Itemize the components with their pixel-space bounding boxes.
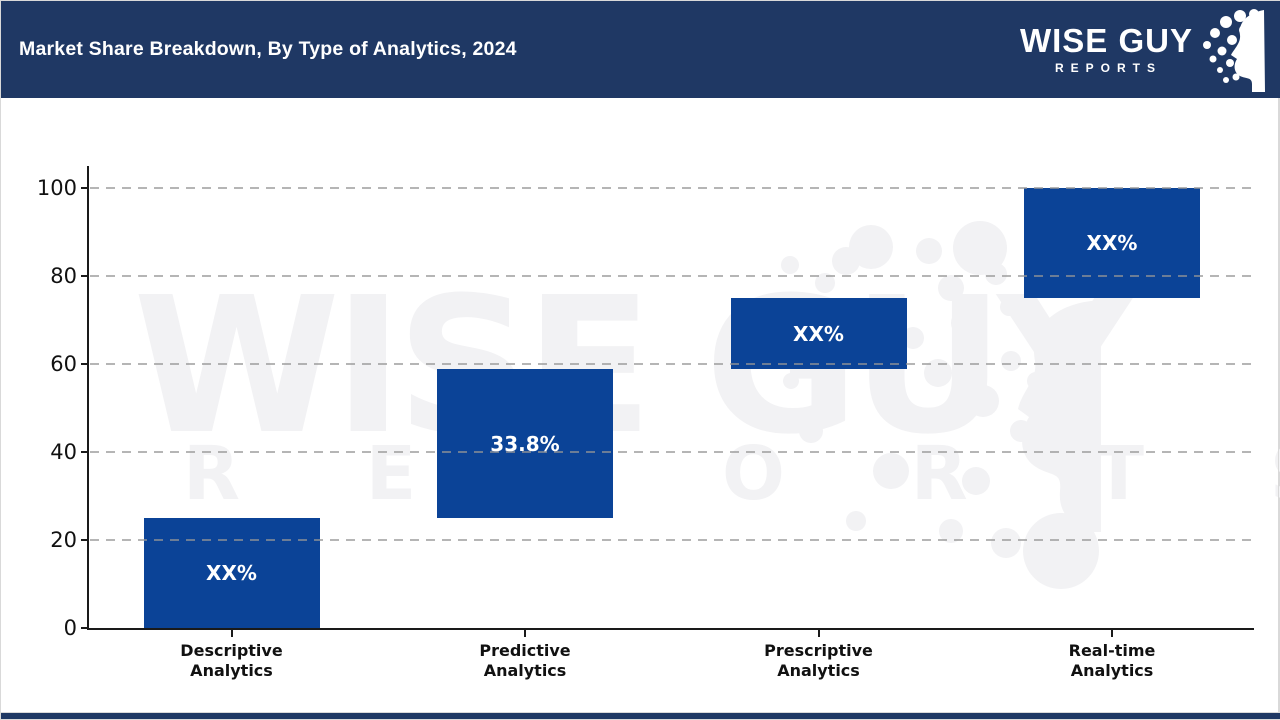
bar-segment — [437, 369, 613, 518]
x-axis-line — [87, 628, 1254, 630]
y-axis-tick-label: 60 — [50, 352, 77, 376]
y-axis-tick — [81, 275, 87, 277]
x-axis-category-label: Prescriptive Analytics — [764, 641, 873, 681]
gridline — [90, 451, 1258, 453]
y-axis-tick — [81, 627, 87, 629]
logo-face-icon — [1203, 8, 1265, 92]
y-axis-tick — [81, 363, 87, 365]
x-axis-category-line: Analytics — [190, 661, 273, 680]
x-axis-category-line: Analytics — [777, 661, 860, 680]
x-axis-tick — [230, 630, 233, 637]
bar-segment — [143, 518, 320, 628]
x-axis-tick — [1111, 630, 1113, 637]
y-axis-tick — [81, 187, 87, 189]
chart-title: Market Share Breakdown, By Type of Analy… — [19, 38, 517, 60]
wise-guy-logo: WISE GUY REPORTS — [1020, 7, 1267, 93]
y-axis-tick — [81, 451, 87, 453]
footer-bar — [1, 712, 1280, 719]
x-axis-category-line: Predictive — [479, 641, 571, 660]
y-axis-tick — [81, 539, 87, 541]
header-bar: Market Share Breakdown, By Type of Analy… — [1, 1, 1280, 98]
y-axis-tick-label: 100 — [36, 176, 77, 200]
x-axis-category-label: Descriptive Analytics — [180, 641, 282, 681]
gridline — [90, 187, 1258, 189]
x-axis-tick — [524, 630, 526, 637]
x-axis-category-line: Analytics — [483, 661, 567, 680]
gridline — [90, 275, 1258, 277]
x-axis-tick — [817, 630, 820, 637]
x-axis-category-line: Real-time — [1068, 641, 1156, 660]
plot-right-border — [1278, 98, 1279, 715]
bar-value-label: 33.8% — [490, 431, 560, 456]
bar-segment — [1024, 188, 1200, 298]
watermark-face-icon — [781, 221, 1101, 589]
y-axis-tick-label: 80 — [50, 264, 77, 288]
watermark-text-big: WISE GUY — [133, 257, 1134, 476]
gridline — [90, 363, 1258, 365]
x-axis-category-line: Analytics — [1070, 661, 1154, 680]
bar-value-label: XX% — [206, 561, 257, 585]
y-axis-tick-label: 0 — [63, 616, 77, 640]
bar-value-label: XX% — [1086, 231, 1138, 255]
x-axis-category-label: Predictive Analytics — [479, 641, 570, 681]
x-axis-category-label: Real-time Analytics — [1069, 641, 1156, 681]
x-axis-category-line: Descriptive — [180, 641, 283, 660]
y-axis-line — [87, 166, 89, 630]
watermark-text-sub: R E P O R T S — [183, 431, 1280, 517]
gridline — [90, 539, 1258, 541]
x-axis-category-line: Prescriptive — [764, 641, 873, 660]
logo-subtitle: REPORTS — [1054, 61, 1162, 75]
bar-value-label: XX% — [793, 321, 844, 346]
bar-segment — [730, 298, 907, 370]
y-axis-tick-label: 20 — [50, 528, 77, 552]
logo-text: WISE GUY REPORTS — [1020, 24, 1193, 75]
y-axis-tick-label: 40 — [50, 440, 77, 464]
logo-name: WISE GUY — [1019, 22, 1193, 59]
